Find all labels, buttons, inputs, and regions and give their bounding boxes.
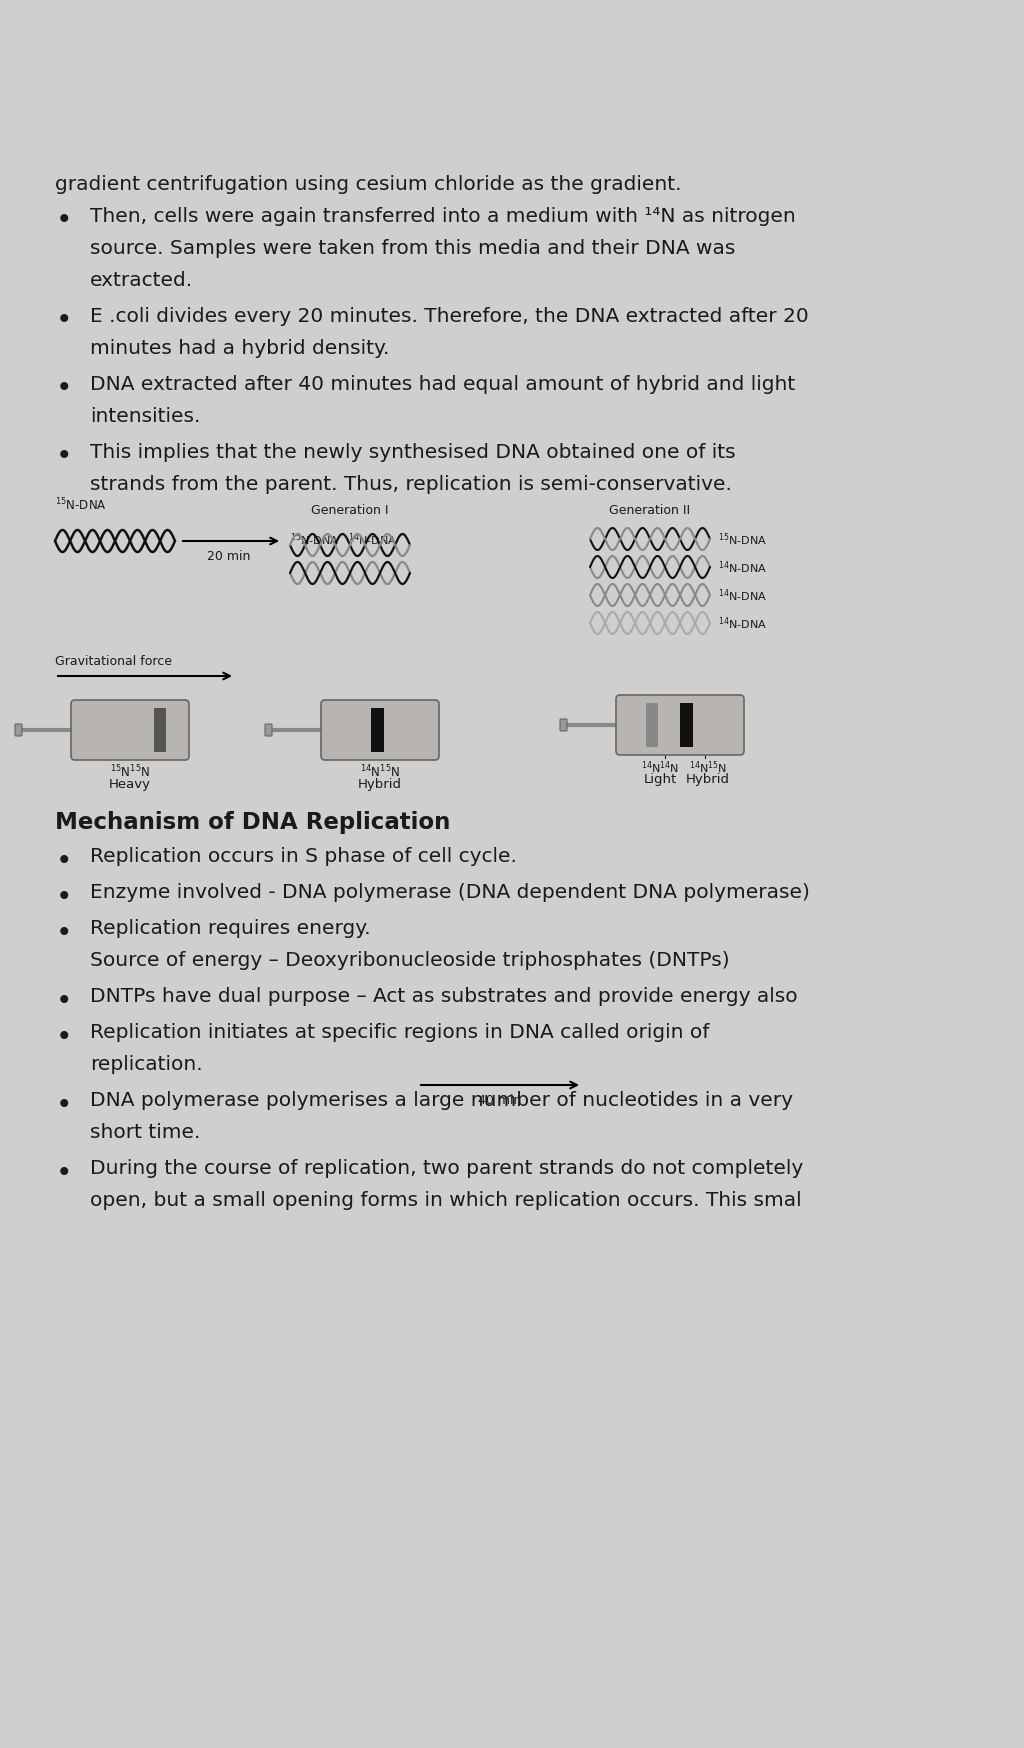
Text: $^{14}$N$^{15}$N: $^{14}$N$^{15}$N	[689, 759, 727, 774]
Text: strands from the parent. Thus, replication is semi-conservative.: strands from the parent. Thus, replicati…	[90, 475, 732, 493]
Text: •: •	[57, 886, 72, 909]
Text: open, but a small opening forms in which replication occurs. This smal: open, but a small opening forms in which…	[90, 1190, 802, 1210]
Text: $^{14}$N-DNA: $^{14}$N-DNA	[348, 531, 397, 547]
Text: Source of energy – Deoxyribonucleoside triphosphates (DNTPs): Source of energy – Deoxyribonucleoside t…	[90, 951, 730, 970]
Text: •: •	[57, 444, 72, 468]
Bar	[646, 704, 658, 748]
Text: gradient centrifugation using cesium chloride as the gradient.: gradient centrifugation using cesium chl…	[55, 175, 682, 194]
Text: Gravitational force: Gravitational force	[55, 654, 172, 668]
Text: Mechanism of DNA Replication: Mechanism of DNA Replication	[55, 811, 451, 834]
Text: Heavy: Heavy	[109, 778, 151, 790]
Text: DNA extracted after 40 minutes had equal amount of hybrid and light: DNA extracted after 40 minutes had equal…	[90, 374, 796, 393]
Text: •: •	[57, 850, 72, 872]
FancyBboxPatch shape	[616, 696, 744, 755]
Text: $^{15}$N-DNA: $^{15}$N-DNA	[718, 531, 767, 547]
Text: During the course of replication, two parent strands do not completely: During the course of replication, two pa…	[90, 1159, 803, 1178]
FancyBboxPatch shape	[15, 725, 22, 736]
Text: $^{14}$N-DNA: $^{14}$N-DNA	[718, 587, 767, 605]
Text: Replication occurs in S phase of cell cycle.: Replication occurs in S phase of cell cy…	[90, 846, 517, 865]
Text: intensities.: intensities.	[90, 407, 201, 427]
Text: Replication requires energy.: Replication requires energy.	[90, 919, 371, 937]
Text: Enzyme involved - DNA polymerase (DNA dependent DNA polymerase): Enzyme involved - DNA polymerase (DNA de…	[90, 883, 810, 902]
Text: •: •	[57, 208, 72, 232]
Text: $^{15}$N-DNA: $^{15}$N-DNA	[290, 531, 339, 547]
Text: E .coli divides every 20 minutes. Therefore, the DNA extracted after 20: E .coli divides every 20 minutes. Theref…	[90, 308, 809, 325]
Text: $^{14}$N$^{14}$N: $^{14}$N$^{14}$N	[641, 759, 679, 774]
Text: extracted.: extracted.	[90, 271, 194, 290]
Text: $^{14}$N-DNA: $^{14}$N-DNA	[718, 615, 767, 633]
Bar	[371, 708, 384, 753]
Text: DNA polymerase polymerises a large number of nucleotides in a very: DNA polymerase polymerises a large numbe…	[90, 1091, 793, 1110]
Text: $^{14}$N$^{15}$N: $^{14}$N$^{15}$N	[359, 764, 400, 780]
Text: replication.: replication.	[90, 1054, 203, 1073]
Text: $^{15}$N-DNA: $^{15}$N-DNA	[55, 496, 106, 512]
Text: Generation II: Generation II	[609, 503, 690, 517]
Text: Then, cells were again transferred into a medium with ¹⁴N as nitrogen: Then, cells were again transferred into …	[90, 206, 796, 225]
Text: Hybrid: Hybrid	[686, 773, 730, 785]
Text: short time.: short time.	[90, 1122, 201, 1141]
Text: 20 min: 20 min	[207, 549, 250, 563]
FancyBboxPatch shape	[560, 720, 567, 732]
Bar	[680, 704, 693, 748]
Text: This implies that the newly synthesised DNA obtained one of its: This implies that the newly synthesised …	[90, 442, 735, 461]
Text: $^{15}$N$^{15}$N: $^{15}$N$^{15}$N	[110, 764, 151, 780]
Text: Light: Light	[643, 773, 677, 785]
Text: source. Samples were taken from this media and their DNA was: source. Samples were taken from this med…	[90, 239, 735, 259]
FancyBboxPatch shape	[265, 725, 272, 736]
FancyBboxPatch shape	[71, 701, 189, 760]
Bar	[155, 708, 166, 753]
Text: $^{14}$N-DNA: $^{14}$N-DNA	[718, 559, 767, 577]
Text: Hybrid: Hybrid	[358, 778, 402, 790]
Text: •: •	[57, 1162, 72, 1185]
FancyBboxPatch shape	[321, 701, 439, 760]
Text: •: •	[57, 989, 72, 1012]
Text: •: •	[57, 1094, 72, 1117]
Text: •: •	[57, 309, 72, 332]
Text: Replication initiates at specific regions in DNA called origin of: Replication initiates at specific region…	[90, 1023, 710, 1042]
Text: •: •	[57, 1026, 72, 1049]
Text: DNTPs have dual purpose – Act as substrates and provide energy also: DNTPs have dual purpose – Act as substra…	[90, 986, 798, 1005]
Text: minutes had a hybrid density.: minutes had a hybrid density.	[90, 339, 389, 358]
Text: 40 min: 40 min	[478, 1094, 521, 1106]
Text: Generation I: Generation I	[311, 503, 389, 517]
Text: •: •	[57, 378, 72, 400]
Text: •: •	[57, 921, 72, 944]
